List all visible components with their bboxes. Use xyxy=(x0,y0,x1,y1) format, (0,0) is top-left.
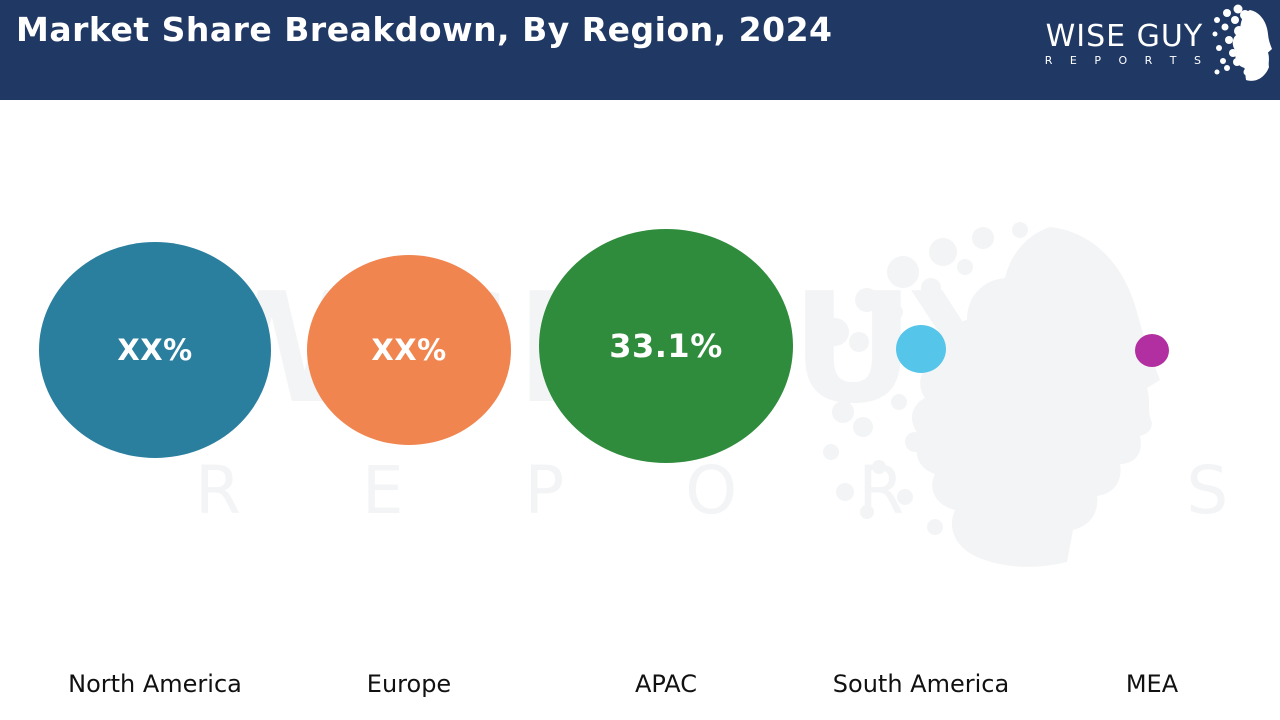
wise-guy-logo: WISE GUY R E P O R T S xyxy=(1041,4,1272,84)
bubble-value-label: XX% xyxy=(371,333,447,367)
logo-wordmark: WISE GUY xyxy=(1045,18,1204,54)
bubble-apac: 33.1% xyxy=(539,229,793,463)
bubble-north-america: XX% xyxy=(39,242,271,458)
category-label-south-america: South America xyxy=(832,670,1010,698)
bubble-south-america xyxy=(896,325,946,373)
logo-subtext: R E P O R T S xyxy=(1044,54,1208,68)
category-label-apac: APAC xyxy=(634,670,698,698)
bubble-value-label: XX% xyxy=(117,333,193,367)
page-title: Market Share Breakdown, By Region, 2024 xyxy=(16,10,833,49)
bubble-chart: WISE GUY R E P O R T S XX% XX% xyxy=(0,100,1280,720)
bubble-mea xyxy=(1135,333,1169,367)
header-bar: Market Share Breakdown, By Region, 2024 … xyxy=(0,0,1280,100)
bubble-europe: XX% xyxy=(307,255,511,445)
bubble-value-label: 33.1% xyxy=(609,327,723,365)
category-label-mea: MEA xyxy=(1125,670,1179,698)
category-label-europe: Europe xyxy=(366,670,452,698)
wise-guy-head-icon xyxy=(1212,4,1272,81)
category-label-north-america: North America xyxy=(68,670,242,698)
watermark-head-icon xyxy=(817,222,1160,567)
logo-text: WISE GUY R E P O R T S xyxy=(1041,21,1208,68)
